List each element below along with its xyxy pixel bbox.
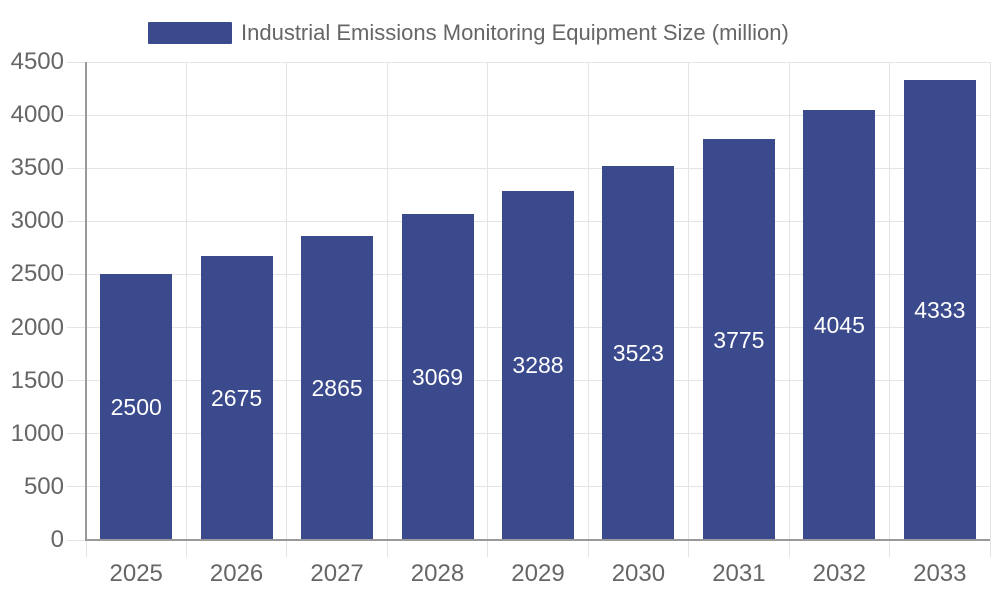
y-axis-label: 1500 [10, 366, 64, 394]
bar-2027[interactable] [301, 235, 374, 540]
legend-item[interactable]: Industrial Emissions Monitoring Equipmen… [148, 22, 789, 44]
x-axis-line [85, 539, 990, 541]
gridline-horizontal [86, 167, 990, 169]
gridline-vertical [587, 62, 589, 540]
bar-value-label: 4333 [914, 296, 966, 323]
y-axis-tick [67, 61, 86, 63]
x-axis-label: 2030 [611, 560, 666, 587]
gridline-vertical [889, 62, 891, 540]
y-axis-label: 3500 [10, 154, 64, 182]
bar-2030[interactable] [602, 165, 675, 540]
y-axis-label: 2000 [10, 313, 64, 341]
bar-value-label: 2500 [110, 394, 162, 421]
bar-2028[interactable] [401, 214, 474, 540]
bar-2033[interactable] [903, 79, 976, 540]
y-axis-tick [67, 167, 86, 169]
x-axis-tick [185, 540, 187, 557]
bar-2032[interactable] [803, 110, 876, 540]
bar-value-label: 3775 [713, 326, 765, 353]
x-axis-label: 2029 [511, 560, 565, 587]
bar-value-label: 2865 [311, 374, 363, 401]
y-axis-label: 4500 [10, 48, 64, 75]
x-axis-label: 2031 [712, 560, 766, 587]
bar-value-label: 2675 [211, 384, 263, 411]
bar-2031[interactable] [702, 139, 775, 540]
x-axis-tick [587, 540, 589, 557]
x-axis-label: 2026 [209, 560, 264, 587]
y-axis-tick [67, 539, 86, 541]
gridline-horizontal [86, 114, 990, 116]
x-axis-tick [286, 540, 288, 557]
x-axis-tick [487, 540, 489, 557]
bar-value-label: 3523 [612, 339, 664, 366]
y-axis-tick [67, 433, 86, 435]
x-axis-tick [889, 540, 891, 557]
bar-value-label: 3069 [411, 364, 464, 390]
y-axis-tick [67, 380, 86, 382]
y-axis-tick [67, 327, 86, 329]
gridline-vertical [386, 62, 388, 540]
legend-swatch [148, 22, 232, 44]
y-axis-label: 2500 [10, 260, 64, 288]
gridline-vertical [185, 62, 187, 540]
x-axis-tick [386, 540, 388, 557]
bar-value-label: 3288 [512, 352, 564, 379]
y-axis-tick [67, 114, 86, 116]
bar-value-label: 4045 [813, 312, 865, 339]
y-axis-tick [67, 220, 86, 222]
gridline-vertical [989, 62, 991, 540]
gridline-vertical [487, 62, 489, 540]
x-axis-label: 2025 [109, 560, 163, 587]
bar-2026[interactable] [200, 255, 273, 540]
y-axis-tick [67, 486, 86, 488]
x-axis-label: 2033 [913, 560, 967, 587]
x-axis-label: 2032 [812, 560, 866, 587]
y-axis-line [85, 62, 87, 540]
y-axis-label: 500 [23, 472, 64, 500]
x-axis-label: 2028 [410, 560, 465, 587]
gridline-horizontal [86, 61, 990, 63]
gridline-vertical [688, 62, 690, 540]
y-axis-label: 3000 [10, 207, 64, 235]
y-axis-label: 1000 [10, 419, 64, 447]
x-axis-tick [788, 540, 790, 557]
y-axis-label: 0 [50, 526, 64, 553]
bar-2029[interactable] [502, 190, 574, 540]
x-axis-tick [989, 540, 991, 557]
bar-2025[interactable] [100, 274, 173, 540]
gridline-vertical [286, 62, 288, 540]
x-axis-tick [688, 540, 690, 557]
x-axis-label: 2027 [310, 560, 364, 587]
legend-label: Industrial Emissions Monitoring Equipmen… [241, 20, 789, 45]
y-axis-label: 4000 [10, 101, 64, 129]
y-axis-tick [67, 273, 86, 275]
gridline-vertical [788, 62, 790, 540]
x-axis-tick [85, 540, 87, 557]
